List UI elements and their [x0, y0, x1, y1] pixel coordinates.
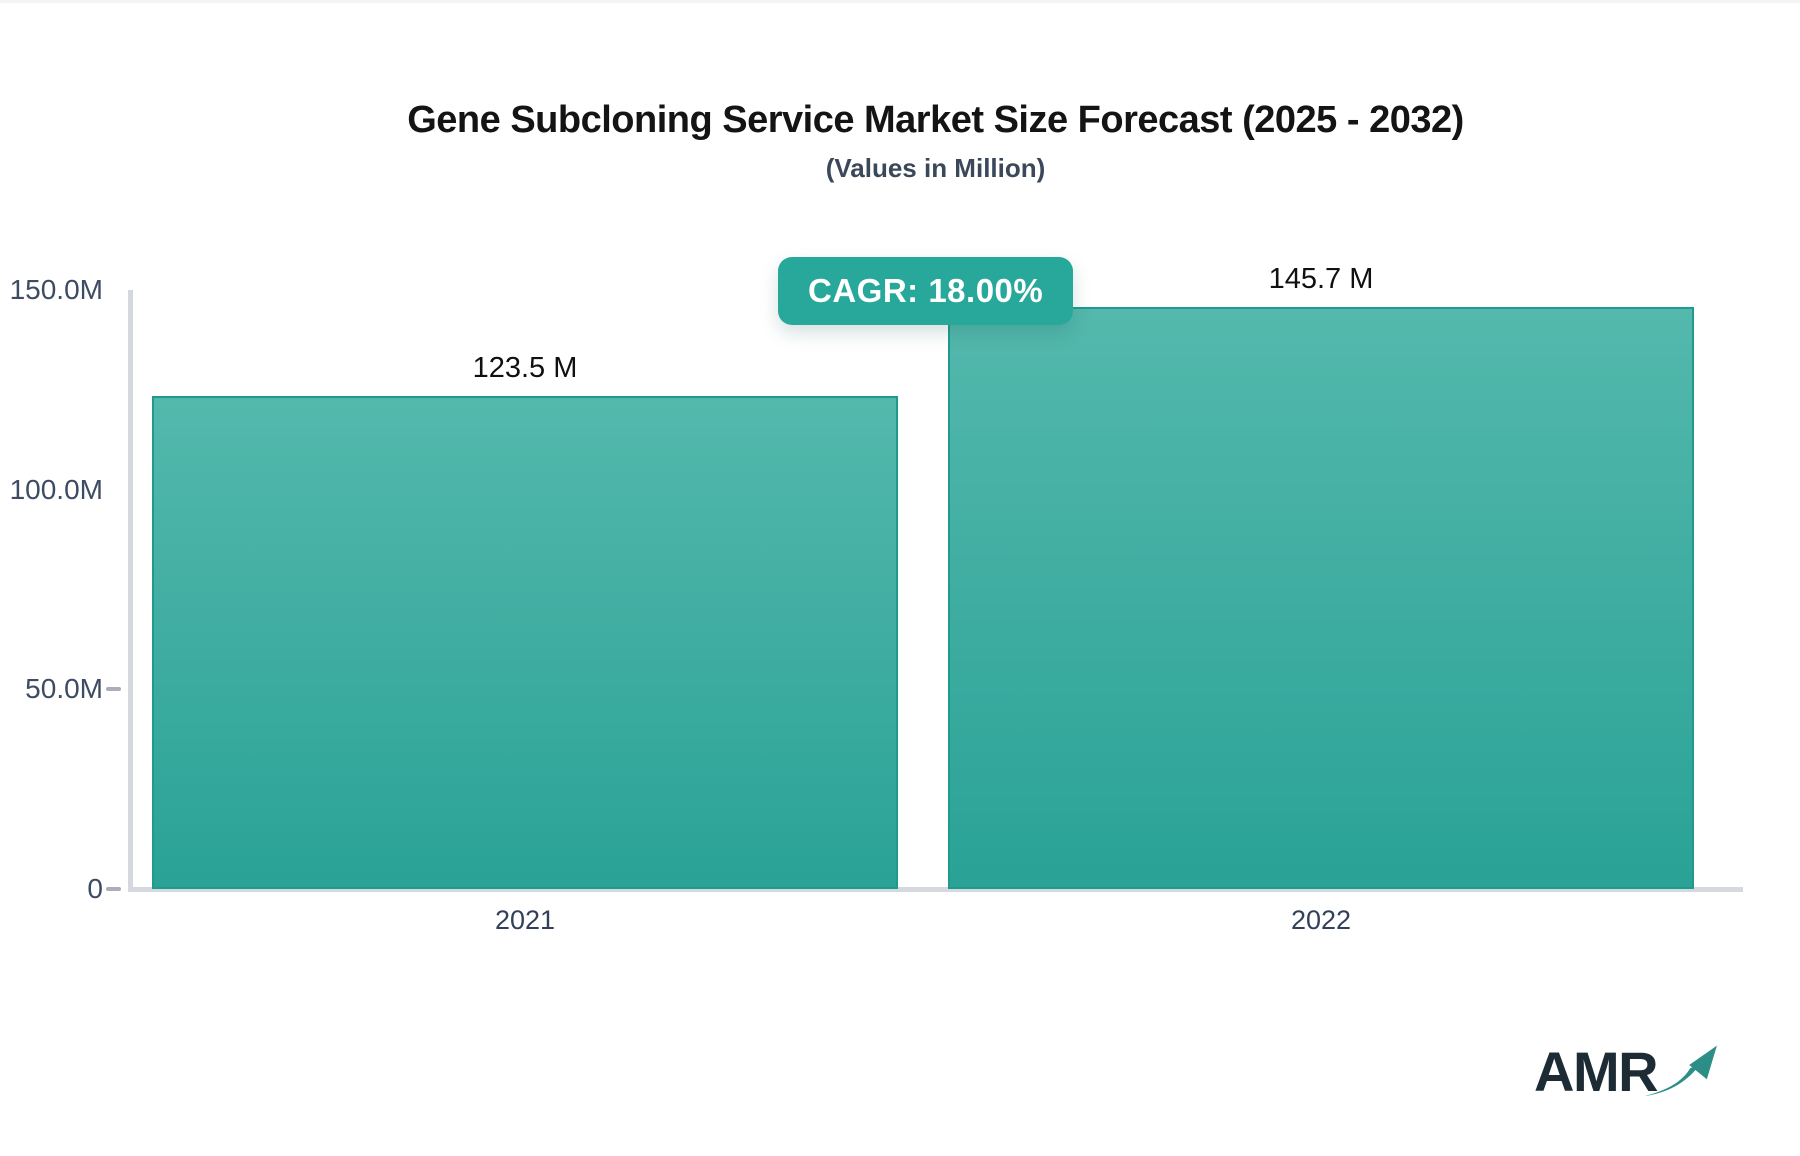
cagr-badge: CAGR: 18.00% [778, 257, 1074, 325]
bar-value-label: 145.7 M [1268, 263, 1374, 296]
bar [152, 395, 898, 889]
page-subtitle: (Values in Million) [825, 153, 1046, 183]
y-tick-label: 100.0M [9, 473, 103, 505]
plot-area: 150.0M 100.0M 50.0M 0 123.5 M 2021 145.7 M 2022 [0, 3, 1800, 1156]
page-title: Gene Subcloning Service Market Size Fore… [407, 99, 1464, 141]
y-tick-label: 0 [87, 873, 103, 904]
x-tick-label: 2021 [494, 905, 556, 935]
growth-arrow-icon [1644, 1045, 1717, 1097]
bar-value-label: 123.5 M [472, 351, 578, 384]
bar [948, 307, 1694, 889]
y-tick-dash [106, 687, 121, 692]
x-axis-line [128, 887, 1743, 892]
amr-logo: AMR [1534, 1039, 1727, 1103]
y-tick-label: 150.0M [9, 274, 103, 305]
x-tick-label: 2022 [1290, 905, 1352, 935]
y-tick-label: 50.0M [25, 673, 103, 705]
amr-logo-text: AMR [1534, 1039, 1659, 1103]
y-tick-dash [106, 887, 121, 891]
y-axis-line [128, 290, 133, 892]
